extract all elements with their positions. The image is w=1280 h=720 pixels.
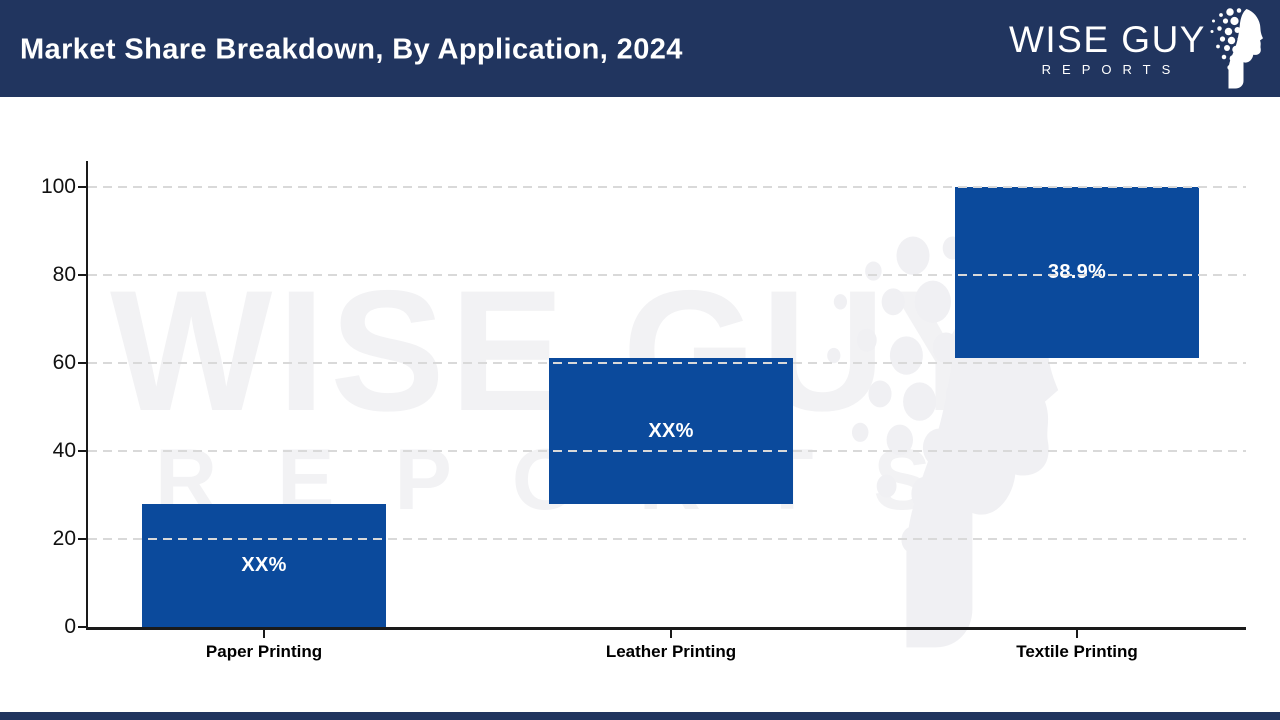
- logo-wordmark-line1: WISE GUY: [1008, 19, 1206, 60]
- y-tick-mark-20: [78, 538, 87, 540]
- logo-wordmark-line2: REPORTS: [1041, 62, 1182, 77]
- y-tick-label-80: 80: [52, 263, 76, 286]
- category-label-leather-printing: Leather Printing: [605, 642, 737, 661]
- category-label-paper-printing: Paper Printing: [205, 642, 323, 661]
- y-tick-mark-80: [78, 274, 87, 276]
- x-tick-mark-1: [263, 630, 265, 638]
- y-tick-label-60: 60: [52, 351, 76, 374]
- bar-value-label: 38.9%: [1047, 261, 1107, 284]
- y-tick-label-0: 0: [64, 615, 76, 638]
- bar-paper-printing: XX%: [142, 504, 386, 627]
- bar-value-label: XX%: [648, 419, 694, 442]
- gridline-20: [88, 538, 1246, 540]
- logo-wordmark: WISE GUY REPORTS: [1009, 19, 1206, 77]
- y-axis-line: [86, 161, 88, 629]
- y-tick-mark-40: [78, 450, 87, 452]
- bar-value-label: XX%: [241, 554, 287, 577]
- y-tick-mark-100: [78, 186, 87, 188]
- x-tick-mark-2: [670, 630, 672, 638]
- chart-title: Market Share Breakdown, By Application, …: [20, 33, 683, 66]
- brand-logo: WISE GUY REPORTS: [1009, 6, 1270, 90]
- gridline-100: [88, 186, 1246, 188]
- gridline-60: [88, 362, 1246, 364]
- y-tick-mark-0: [78, 626, 87, 628]
- plot: 0 20 40 60 80 100 XX% Paper Printing XX% Leather …: [0, 97, 1280, 713]
- y-tick-mark-60: [78, 362, 87, 364]
- header-bar: Market Share Breakdown, By Application, …: [0, 0, 1280, 97]
- x-axis-line: [86, 627, 1246, 630]
- category-label-textile-printing: Textile Printing: [1016, 642, 1138, 661]
- gridline-80: [88, 274, 1246, 276]
- bar-leather-printing: XX%: [549, 358, 793, 505]
- bar-textile-printing: 38.9%: [955, 187, 1199, 359]
- gridline-40: [88, 450, 1246, 452]
- y-tick-label-20: 20: [52, 527, 76, 550]
- y-tick-label-100: 100: [40, 175, 76, 198]
- x-tick-mark-3: [1076, 630, 1078, 638]
- footer-bar: [0, 712, 1280, 720]
- y-tick-label-40: 40: [52, 439, 76, 462]
